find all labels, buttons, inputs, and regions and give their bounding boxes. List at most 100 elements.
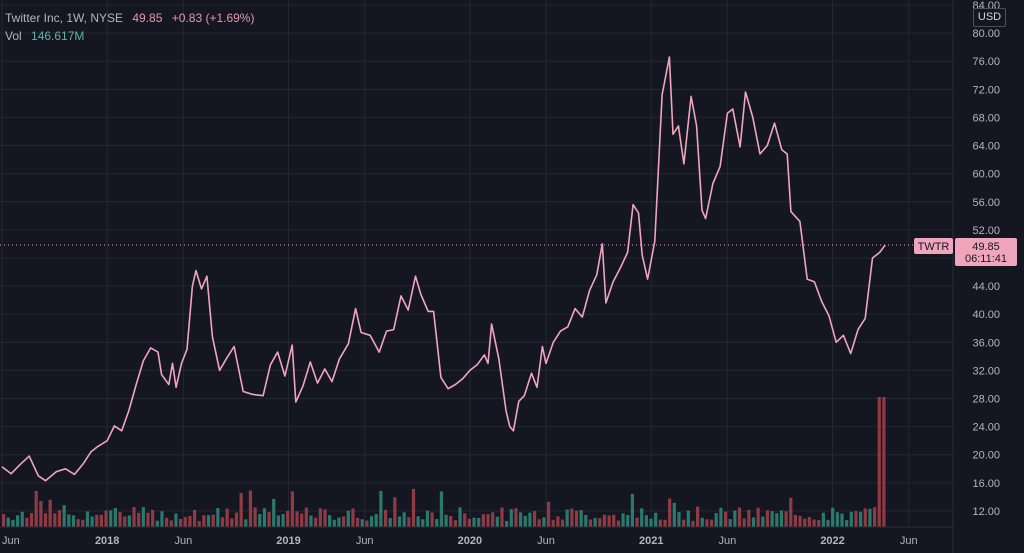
volume-bar	[318, 508, 322, 527]
volume-bar	[682, 519, 686, 527]
volume-bar	[109, 510, 113, 527]
volume-bar	[192, 509, 197, 527]
volume-bar	[160, 511, 164, 527]
volume-bar	[458, 507, 462, 527]
volume-bar	[183, 517, 187, 527]
volume-bar	[756, 507, 760, 527]
y-tick-label: 76.00	[972, 56, 1000, 68]
volume-bar	[216, 507, 220, 527]
last-price: 49.85	[132, 11, 163, 25]
x-tick-label: 2018	[95, 535, 119, 547]
volume-bar	[560, 519, 565, 527]
x-tick-label: Jun	[356, 535, 374, 547]
volume-bar	[532, 511, 537, 527]
volume-bar	[272, 498, 276, 527]
volume-bar	[425, 510, 430, 527]
x-tick-label: 2020	[458, 535, 482, 547]
volume-bar	[342, 516, 346, 527]
x-tick-label: Jun	[719, 535, 737, 547]
volume-bar	[365, 520, 369, 527]
volume-bar	[500, 507, 504, 527]
volume-bar	[439, 491, 444, 527]
volume-bar	[607, 515, 611, 527]
volume-bar	[700, 517, 704, 527]
volume-bar	[737, 507, 742, 527]
volume-bar	[877, 397, 881, 527]
volume-bar	[859, 511, 863, 527]
volume-bar	[770, 511, 774, 527]
volume-bar	[863, 508, 867, 527]
volume-bar	[104, 510, 108, 527]
volume-bar	[258, 514, 262, 527]
volume-bar	[705, 519, 709, 527]
symbol-price-tag: TWTR 49.85 06:11:41	[914, 238, 1017, 266]
volume-bar	[505, 520, 509, 527]
volume-bar	[826, 519, 830, 527]
volume-bar	[230, 518, 234, 527]
volume-bar	[696, 506, 700, 527]
volume-bar	[48, 499, 52, 527]
volume-bar	[174, 513, 178, 527]
volume-value: 146.617M	[31, 29, 85, 43]
volume-bar	[709, 519, 714, 527]
volume-bar	[640, 508, 644, 527]
volume-bar	[99, 514, 104, 527]
volume-bar	[220, 517, 225, 527]
volume-bar	[407, 517, 411, 527]
currency-button[interactable]: USD	[973, 8, 1006, 27]
volume-bar	[733, 510, 737, 527]
volume-bar	[686, 510, 690, 527]
volume-bar	[202, 515, 206, 527]
volume-bar	[570, 508, 574, 527]
volume-bar	[472, 517, 476, 527]
y-tick-label: 20.00	[972, 450, 1000, 462]
volume-bar	[849, 511, 853, 527]
volume-bar	[449, 516, 453, 527]
volume-bar	[71, 515, 76, 527]
volume-bar	[714, 513, 718, 527]
volume-bar	[784, 511, 788, 527]
volume-bar	[323, 509, 327, 527]
volume-bar	[211, 514, 215, 527]
volume-bar	[421, 519, 425, 527]
time-axis[interactable]: Jun 2018 Jun 2019 Jun 2020 Jun 2021 Jun 2022 Jun	[2, 535, 918, 547]
volume-bar	[248, 490, 253, 527]
volume-bar	[565, 509, 569, 527]
volume-bar	[132, 507, 136, 527]
volume-bar	[300, 513, 304, 527]
volume-bar	[765, 510, 770, 527]
volume-bar	[551, 519, 555, 527]
volume-bar	[374, 514, 378, 527]
volume-bar	[85, 511, 90, 527]
volume-bar	[332, 519, 336, 527]
price-line	[1, 56, 886, 482]
volume-bar	[835, 512, 839, 527]
volume-bar	[588, 519, 593, 527]
volume-bar	[127, 515, 131, 527]
volume-bar	[355, 517, 360, 527]
volume-bar	[62, 505, 66, 527]
volume-bar	[276, 515, 281, 527]
volume-bar	[630, 493, 634, 527]
y-tick-label: 44.00	[972, 281, 1000, 293]
volume-bar	[286, 510, 290, 527]
volume-bar	[29, 513, 34, 527]
volume-bar	[141, 507, 145, 527]
volume-bar	[514, 508, 518, 527]
price-axis[interactable]: 12.00 16.00 20.00 24.00 28.00 32.00 36.00 40.00…	[972, 0, 1000, 518]
volume-bar	[742, 518, 746, 527]
volume-bar	[393, 497, 397, 527]
volume-bar	[658, 519, 662, 527]
volume-bar	[868, 508, 872, 527]
symbol-description[interactable]: Twitter Inc, 1W, NYSE	[5, 11, 124, 25]
volume-label[interactable]: Vol	[5, 29, 22, 43]
y-tick-label: 72.00	[972, 84, 1000, 96]
volume-bar	[491, 512, 495, 527]
volume-bar	[67, 514, 71, 527]
volume-bar	[644, 515, 648, 527]
volume-bar	[165, 517, 169, 527]
volume-bar	[477, 517, 481, 527]
y-tick-label: 56.00	[972, 197, 1000, 209]
volume-bar	[481, 514, 485, 527]
